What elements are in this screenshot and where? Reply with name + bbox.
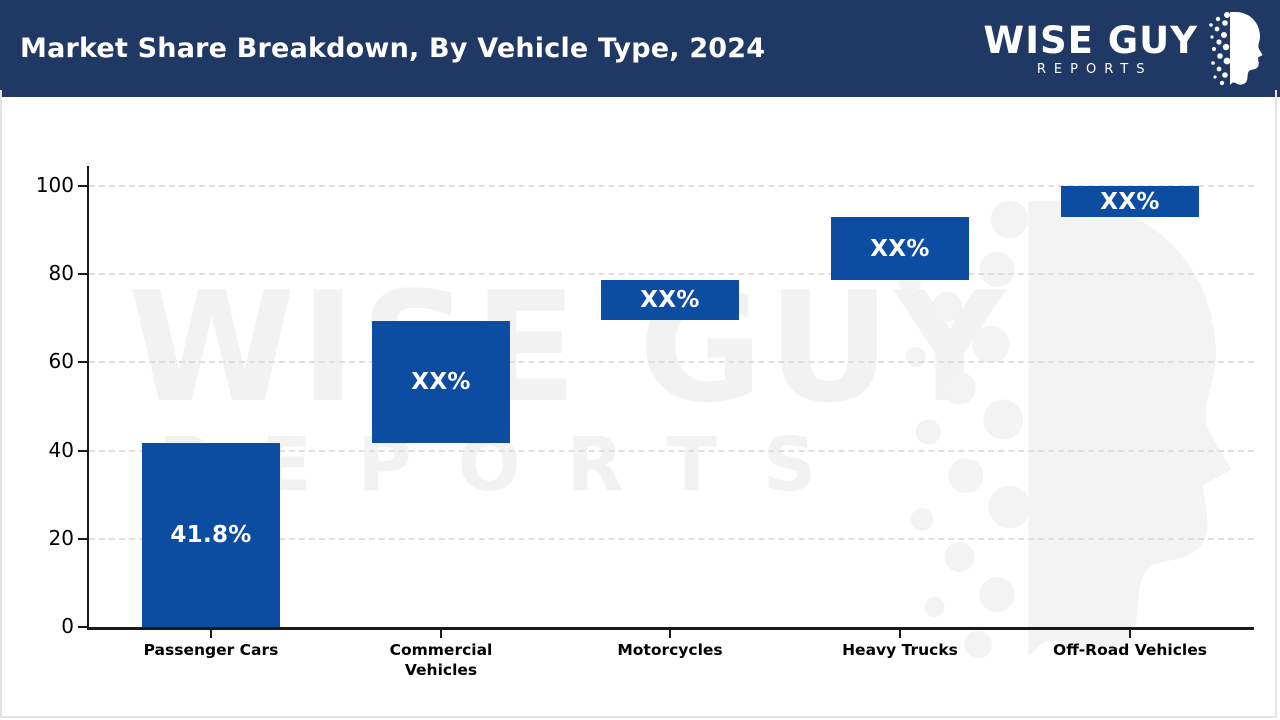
bar-value-label: XX% (870, 235, 930, 262)
y-tick-label-0: 0 (61, 614, 74, 638)
y-tick-mark-40 (78, 449, 87, 452)
bar-heavy-trucks: XX% (831, 217, 969, 280)
x-category-label-0: Passenger Cars (143, 641, 279, 659)
bar-value-label: XX% (411, 368, 471, 395)
bar-off-road-vehicles: XX% (1061, 186, 1199, 218)
y-tick-mark-0 (78, 626, 87, 628)
bar-value-label: 41.8% (170, 521, 252, 548)
gridline-20 (89, 537, 1254, 540)
y-axis-line (87, 166, 89, 630)
bar-value-label: XX% (1100, 188, 1160, 215)
y-tick-label-80: 80 (48, 261, 74, 286)
gridline-80 (89, 273, 1254, 276)
x-category-label-1: Commercial Vehicles (389, 641, 493, 680)
y-tick-mark-100 (78, 185, 87, 187)
x-tick-mark-0 (210, 630, 212, 638)
gridline-40 (89, 449, 1254, 452)
x-tick-mark-4 (1129, 630, 1131, 638)
bar-passenger-cars: 41.8% (142, 442, 280, 627)
y-tick-label-40: 40 (48, 437, 74, 462)
brand-logo-text: WISE GUY REPORTS (983, 22, 1198, 77)
bar-motorcycles: XX% (601, 279, 739, 321)
x-category-label-4: Off-Road Vehicles (1053, 641, 1207, 659)
chart-title: Market Share Breakdown, By Vehicle Type,… (20, 33, 766, 64)
gridline-60 (89, 361, 1254, 364)
brand-logo: WISE GUY REPORTS (983, 7, 1266, 91)
x-category-label-2: Motorcycles (617, 641, 723, 659)
y-tick-mark-60 (78, 361, 87, 364)
x-tick-mark-3 (899, 630, 901, 638)
brand-subname: REPORTS (1036, 61, 1153, 77)
brand-name: WISE GUY (983, 18, 1198, 62)
x-axis-line (87, 627, 1254, 630)
bar-commercial-vehicles: XX% (372, 320, 510, 443)
face-profile-dots-icon (1209, 12, 1263, 86)
x-category-label-3: Heavy Trucks (842, 641, 958, 659)
y-tick-label-100: 100 (35, 173, 74, 197)
y-tick-label-20: 20 (48, 525, 74, 550)
gridline-100 (89, 185, 1254, 187)
x-tick-mark-1 (440, 630, 442, 638)
x-tick-mark-2 (669, 630, 671, 638)
y-tick-label-60: 60 (48, 349, 74, 374)
header-bar: Market Share Breakdown, By Vehicle Type,… (0, 0, 1280, 97)
y-tick-mark-20 (78, 537, 87, 540)
bar-value-label: XX% (640, 287, 700, 314)
y-tick-mark-80 (78, 273, 87, 276)
